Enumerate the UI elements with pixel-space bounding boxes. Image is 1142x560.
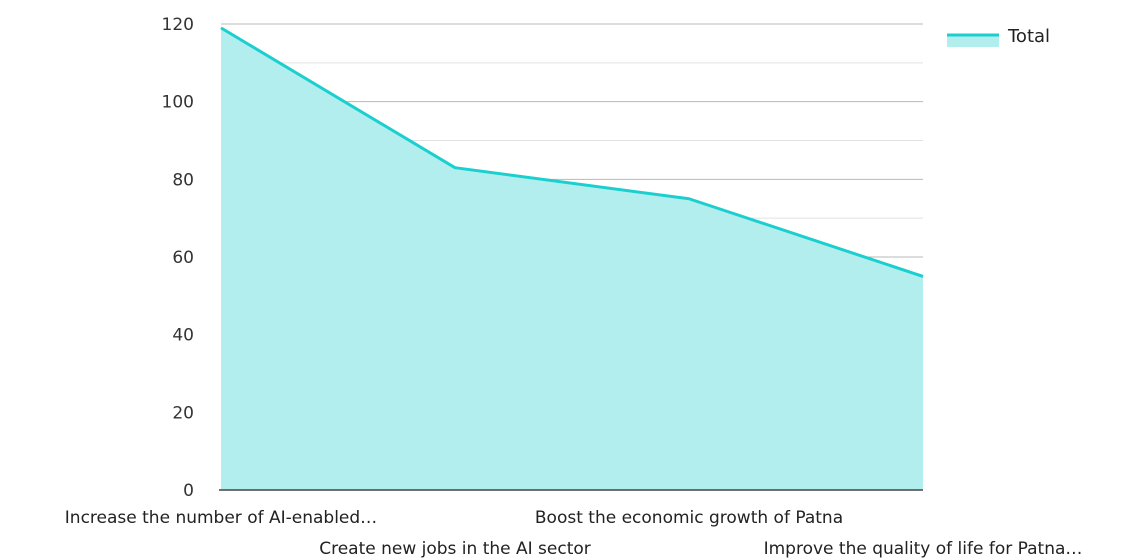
y-tick-label: 100: [162, 93, 194, 113]
legend-swatch-fill: [947, 35, 999, 47]
x-tick-label: Increase the number of AI-enabled…: [65, 508, 377, 528]
axis-labels: 0 20 40 60 80 100 120 Increase the number of AI…: [65, 15, 1083, 559]
legend-label: Total: [1007, 26, 1050, 47]
y-tick-label: 0: [183, 481, 194, 501]
series-fill-total: [221, 27, 923, 491]
series-area: [220, 26, 924, 491]
legend: Total: [947, 26, 1050, 47]
y-tick-label: 80: [172, 170, 194, 190]
y-tick-label: 20: [172, 403, 194, 423]
x-tick-label: Improve the quality of life for Patna…: [764, 539, 1083, 559]
y-tick-label: 60: [172, 248, 194, 268]
x-tick-label: Create new jobs in the AI sector: [319, 539, 591, 559]
x-tick-label: Boost the economic growth of Patna: [535, 508, 843, 528]
y-tick-label: 120: [162, 15, 194, 35]
y-tick-label: 40: [172, 326, 194, 346]
series-line-total: [220, 26, 924, 278]
